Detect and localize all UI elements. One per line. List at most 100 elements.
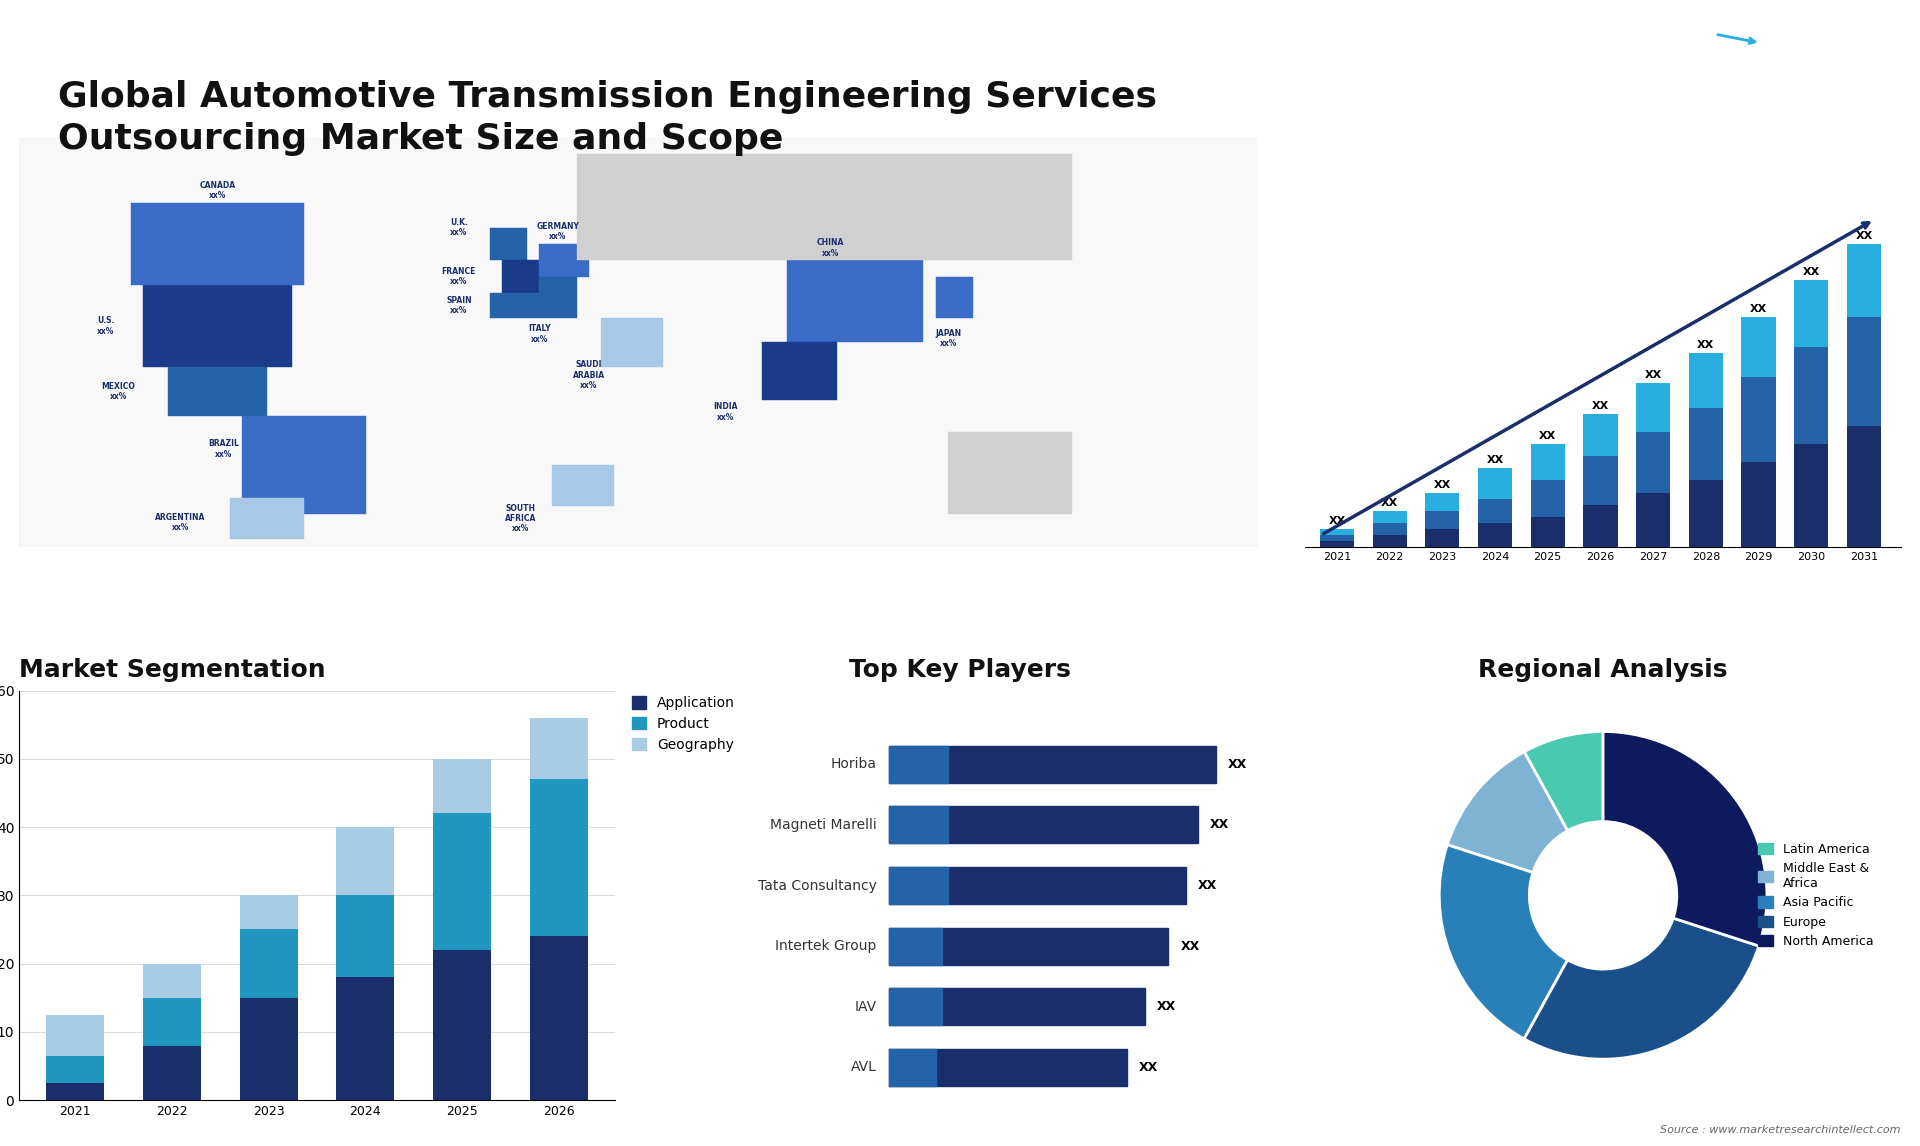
Text: XX: XX (1855, 230, 1872, 241)
Bar (142, 1045, 202, 1100)
Bar (1530, 517, 1565, 547)
FancyBboxPatch shape (889, 868, 1187, 904)
Bar (530, 936, 588, 1100)
Polygon shape (131, 203, 303, 285)
Text: XX: XX (1229, 758, 1248, 771)
Text: Market Segmentation: Market Segmentation (19, 658, 326, 682)
Text: XX: XX (1329, 516, 1346, 526)
Text: XX: XX (1540, 431, 1557, 441)
Bar (1478, 523, 1513, 547)
Bar (1425, 529, 1459, 547)
Text: SOUTH
AFRICA
xx%: SOUTH AFRICA xx% (505, 503, 536, 533)
Text: INDIA
xx%: INDIA xx% (712, 402, 737, 422)
FancyBboxPatch shape (889, 928, 943, 965)
Bar (1636, 383, 1670, 432)
Wedge shape (1603, 731, 1766, 945)
Polygon shape (490, 228, 526, 260)
Bar (1741, 377, 1776, 462)
Polygon shape (167, 367, 267, 416)
Polygon shape (762, 343, 837, 400)
Bar (1741, 462, 1776, 547)
Bar (1478, 469, 1513, 499)
Text: CANADA
xx%: CANADA xx% (200, 181, 236, 201)
Bar (240, 998, 298, 1100)
Text: BRAZIL
xx%: BRAZIL xx% (207, 439, 238, 458)
Bar (1425, 493, 1459, 511)
Bar (142, 998, 202, 1045)
Polygon shape (242, 416, 367, 515)
FancyBboxPatch shape (889, 807, 1198, 843)
Text: XX: XX (1380, 497, 1398, 508)
Bar (1478, 499, 1513, 523)
Polygon shape (540, 244, 589, 277)
Text: ARGENTINA
xx%: ARGENTINA xx% (156, 513, 205, 532)
Bar (1584, 414, 1617, 456)
Text: XX: XX (1156, 1000, 1175, 1013)
Bar (1373, 535, 1407, 547)
Bar (1636, 432, 1670, 493)
Polygon shape (601, 317, 662, 367)
FancyBboxPatch shape (889, 1049, 937, 1085)
Wedge shape (1448, 752, 1567, 872)
Text: FRANCE
xx%: FRANCE xx% (442, 267, 476, 286)
Bar (336, 827, 394, 895)
Text: XX: XX (1803, 267, 1820, 277)
Text: Intertek Group: Intertek Group (776, 939, 877, 953)
Polygon shape (230, 499, 303, 539)
Text: Horiba: Horiba (831, 758, 877, 771)
Text: SPAIN
xx%: SPAIN xx% (445, 296, 472, 315)
Text: XX: XX (1749, 304, 1766, 314)
Bar (1319, 529, 1354, 535)
Text: Magneti Marelli: Magneti Marelli (770, 818, 877, 832)
Bar (1793, 444, 1828, 547)
Text: U.S.
xx%: U.S. xx% (98, 316, 115, 336)
Text: JAPAN
xx%: JAPAN xx% (935, 329, 962, 348)
Polygon shape (551, 465, 614, 507)
Bar (142, 964, 202, 998)
Text: XX: XX (1434, 479, 1452, 489)
Text: XX: XX (1486, 455, 1503, 465)
Polygon shape (935, 277, 973, 317)
Polygon shape (1645, 34, 1780, 107)
Bar (1373, 523, 1407, 535)
FancyBboxPatch shape (889, 746, 948, 783)
Bar (240, 929, 298, 998)
Text: CHINA
xx%: CHINA xx% (816, 238, 845, 258)
Text: Global Automotive Transmission Engineering Services
Outsourcing Market Size and : Global Automotive Transmission Engineeri… (58, 80, 1156, 156)
Text: AVL: AVL (851, 1060, 877, 1075)
Text: Tata Consultancy: Tata Consultancy (758, 879, 877, 893)
Bar (1530, 444, 1565, 480)
FancyBboxPatch shape (889, 868, 948, 904)
Polygon shape (540, 277, 576, 317)
Text: IAV: IAV (854, 999, 877, 1014)
Bar (1847, 316, 1882, 426)
FancyBboxPatch shape (889, 807, 948, 843)
FancyBboxPatch shape (889, 746, 1215, 783)
Bar (1690, 408, 1722, 480)
Polygon shape (948, 432, 1071, 515)
Polygon shape (490, 293, 540, 317)
Polygon shape (503, 260, 551, 293)
Polygon shape (144, 285, 292, 367)
Text: XX: XX (1181, 940, 1200, 952)
Bar (1636, 493, 1670, 547)
Bar (432, 759, 492, 814)
FancyBboxPatch shape (889, 928, 1169, 965)
FancyBboxPatch shape (889, 988, 943, 1026)
Bar (46, 1055, 104, 1083)
Bar (530, 717, 588, 779)
Bar (530, 779, 588, 936)
Legend: Latin America, Middle East &
Africa, Asia Pacific, Europe, North America: Latin America, Middle East & Africa, Asi… (1753, 838, 1878, 952)
Title: Regional Analysis: Regional Analysis (1478, 658, 1728, 682)
Wedge shape (1524, 918, 1759, 1059)
Bar (432, 814, 492, 950)
Polygon shape (19, 138, 1258, 547)
Bar (1741, 316, 1776, 377)
FancyBboxPatch shape (889, 1049, 1127, 1085)
Text: XX: XX (1198, 879, 1217, 892)
Text: XX: XX (1697, 340, 1715, 350)
Bar (1847, 244, 1882, 316)
Bar (336, 978, 394, 1100)
Bar (1793, 280, 1828, 347)
Bar (1425, 511, 1459, 529)
